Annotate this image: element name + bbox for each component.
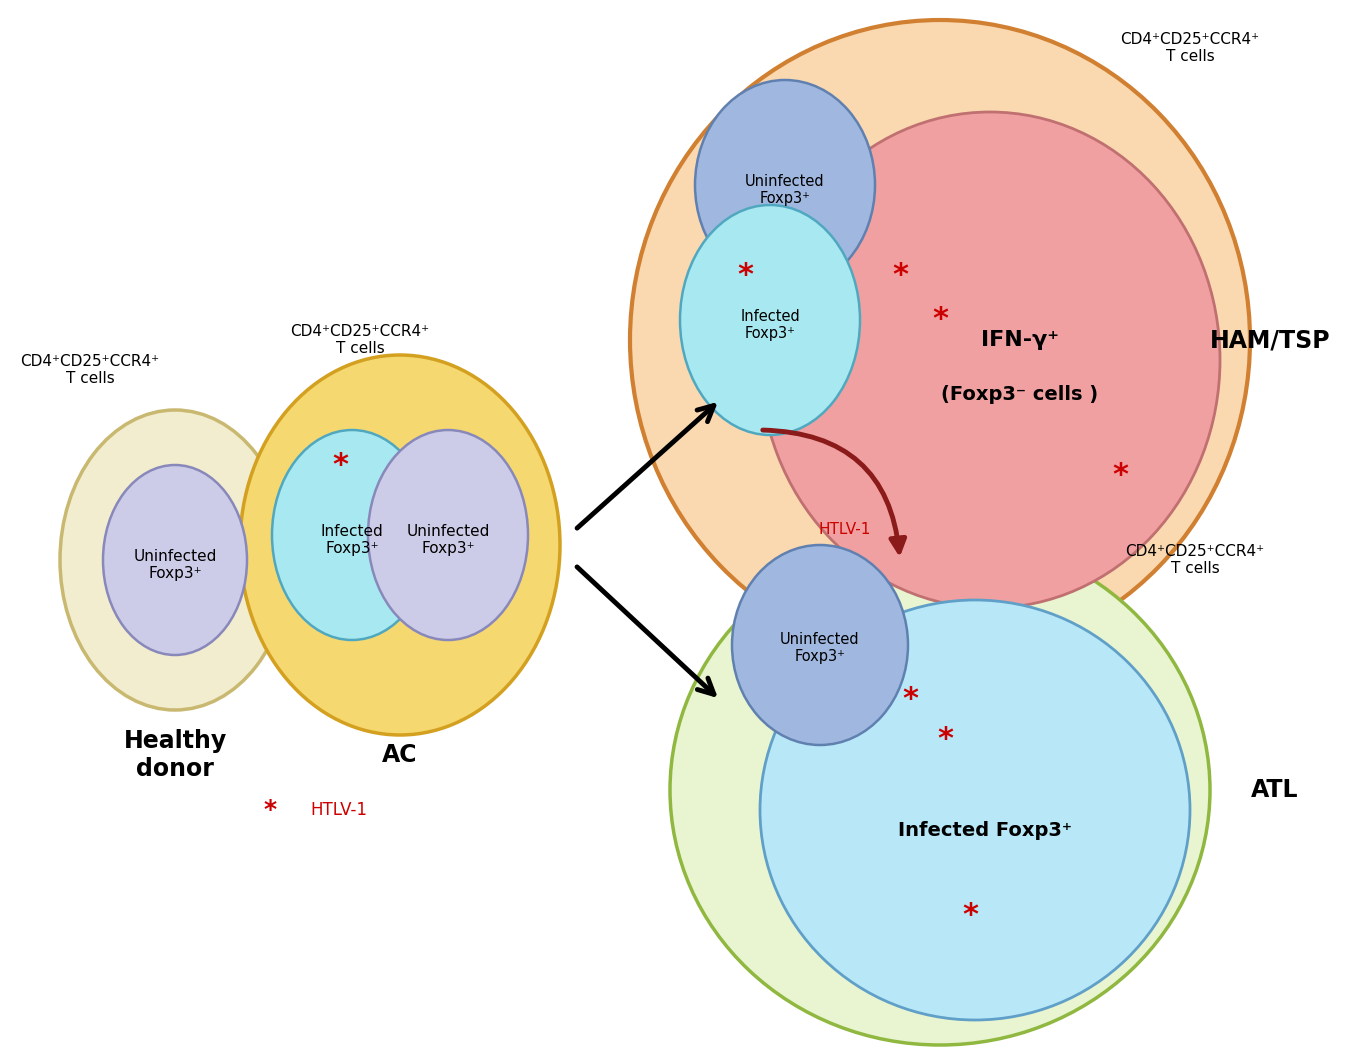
Text: Infected
Foxp3⁺: Infected Foxp3⁺	[740, 308, 799, 341]
Text: Healthy
donor: Healthy donor	[124, 729, 226, 781]
Text: HAM/TSP: HAM/TSP	[1209, 328, 1331, 352]
Text: *: *	[737, 261, 753, 289]
Ellipse shape	[695, 80, 874, 290]
Ellipse shape	[680, 205, 859, 435]
Text: Infected
Foxp3⁺: Infected Foxp3⁺	[320, 524, 383, 556]
Text: *: *	[263, 798, 276, 822]
Ellipse shape	[670, 535, 1209, 1045]
Text: Uninfected
Foxp3⁺: Uninfected Foxp3⁺	[133, 549, 217, 581]
Text: *: *	[332, 450, 349, 479]
Text: CD4⁺CD25⁺CCR4⁺
T cells: CD4⁺CD25⁺CCR4⁺ T cells	[290, 323, 429, 356]
Text: Uninfected
Foxp3⁺: Uninfected Foxp3⁺	[745, 174, 825, 207]
Text: *: *	[1111, 460, 1128, 490]
Ellipse shape	[731, 545, 908, 745]
Text: *: *	[902, 686, 918, 714]
FancyArrowPatch shape	[763, 430, 904, 552]
Text: Uninfected
Foxp3⁺: Uninfected Foxp3⁺	[406, 524, 490, 556]
Text: CD4⁺CD25⁺CCR4⁺
T cells: CD4⁺CD25⁺CCR4⁺ T cells	[20, 354, 159, 386]
Text: ATL: ATL	[1252, 778, 1299, 802]
Text: Infected Foxp3⁺: Infected Foxp3⁺	[898, 820, 1072, 840]
Ellipse shape	[60, 410, 290, 710]
Text: CD4⁺CD25⁺CCR4⁺
T cells: CD4⁺CD25⁺CCR4⁺ T cells	[1125, 544, 1264, 577]
Ellipse shape	[240, 355, 560, 735]
Ellipse shape	[368, 430, 528, 640]
Ellipse shape	[760, 112, 1220, 608]
Text: *: *	[932, 305, 948, 335]
Text: AC: AC	[383, 743, 418, 767]
Text: CD4⁺CD25⁺CCR4⁺
T cells: CD4⁺CD25⁺CCR4⁺ T cells	[1121, 32, 1260, 65]
Text: *: *	[937, 725, 953, 755]
Ellipse shape	[104, 465, 247, 655]
Ellipse shape	[760, 600, 1190, 1020]
Ellipse shape	[631, 20, 1250, 660]
Text: *: *	[962, 901, 978, 930]
Text: (Foxp3⁻ cells ): (Foxp3⁻ cells )	[941, 386, 1099, 405]
Text: HTLV-1: HTLV-1	[819, 523, 872, 537]
Text: IFN-γ⁺: IFN-γ⁺	[981, 330, 1060, 350]
Text: HTLV-1: HTLV-1	[311, 801, 366, 819]
Text: Uninfected
Foxp3⁺: Uninfected Foxp3⁺	[780, 632, 859, 665]
Ellipse shape	[272, 430, 432, 640]
Text: *: *	[892, 261, 908, 289]
